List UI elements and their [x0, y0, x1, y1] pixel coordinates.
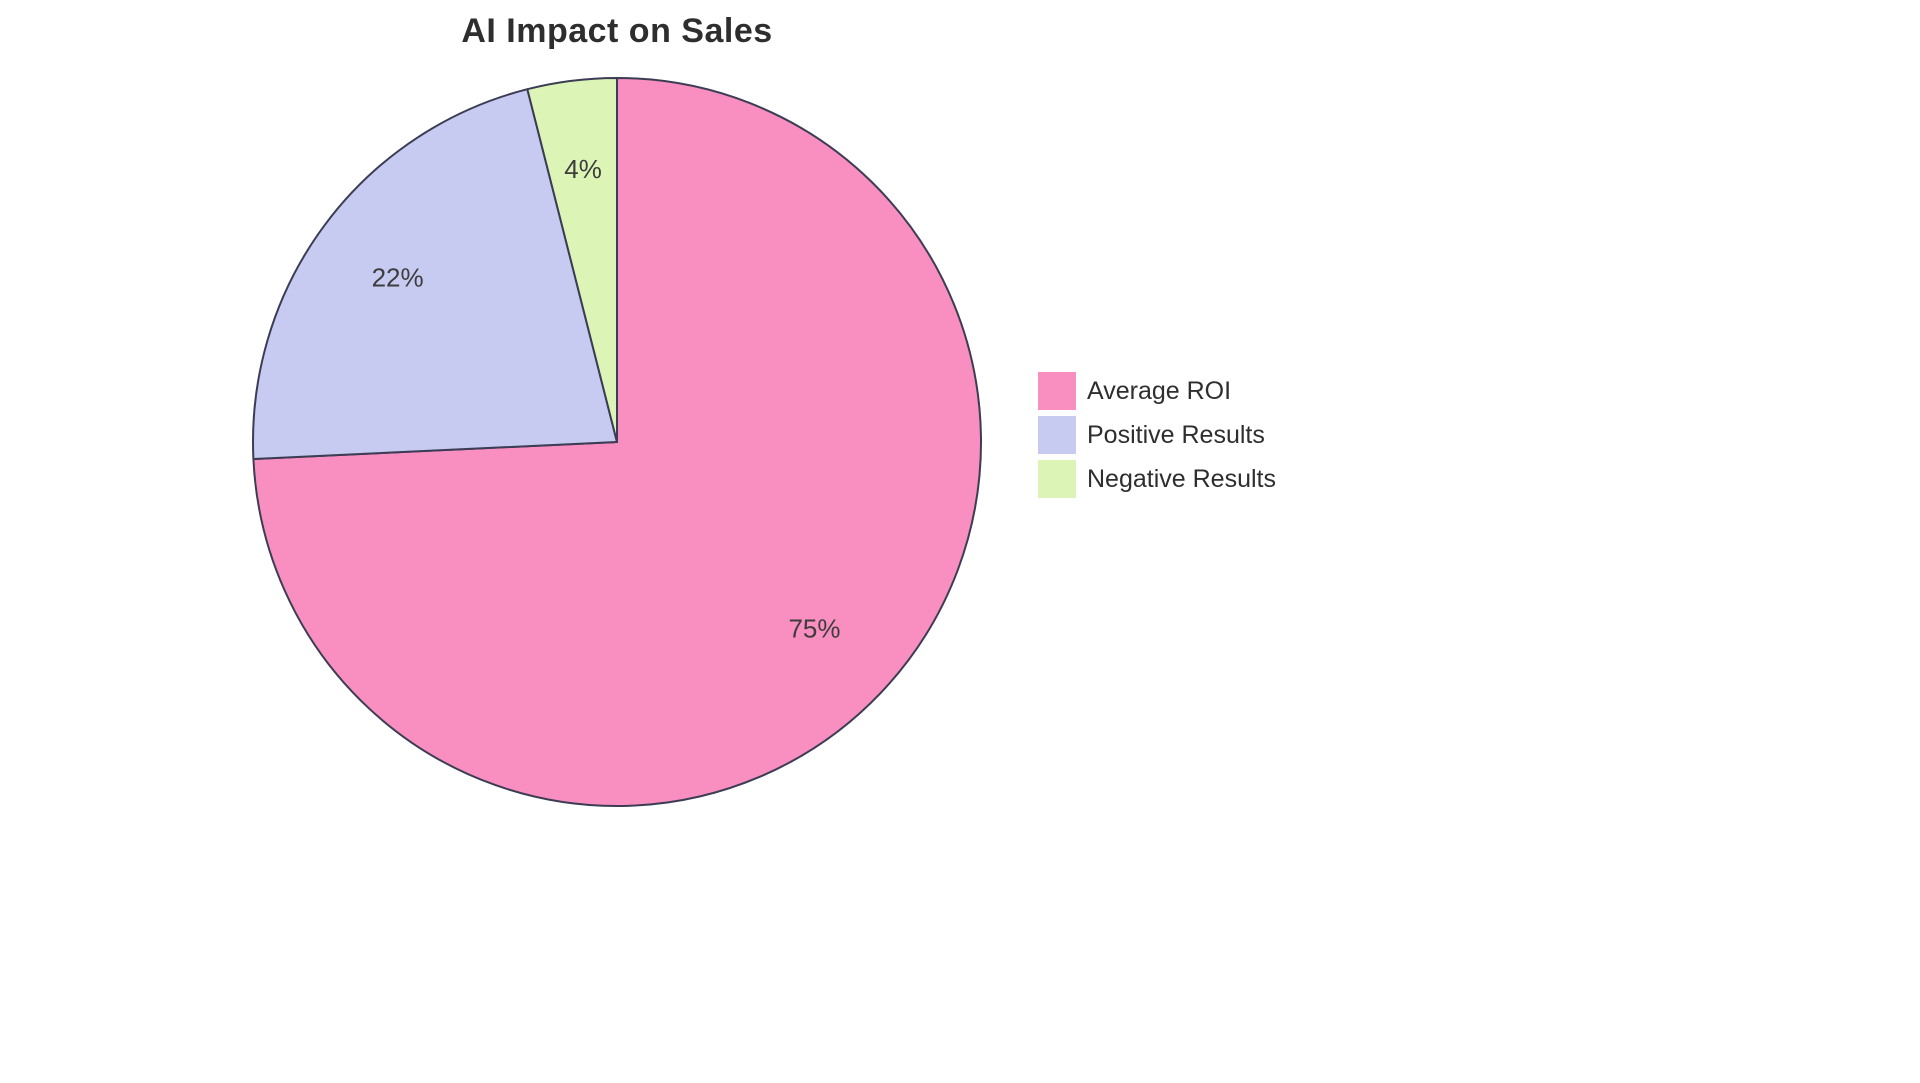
legend-label: Positive Results: [1087, 420, 1265, 449]
slice-label: 4%: [564, 154, 602, 184]
slice-label: 22%: [372, 262, 424, 292]
slice-label: 75%: [788, 613, 840, 643]
legend-item: Negative Results: [1038, 460, 1276, 498]
legend-swatch: [1038, 460, 1076, 498]
legend-label: Negative Results: [1087, 464, 1276, 493]
legend: Average ROI Positive Results Negative Resu…: [1038, 372, 1276, 498]
legend-item: Average ROI: [1038, 372, 1276, 410]
chart-title: AI Impact on Sales: [461, 12, 773, 50]
pie-slice: [526, 77, 618, 443]
legend-item: Positive Results: [1038, 416, 1276, 454]
legend-swatch: [1038, 372, 1076, 410]
legend-label: Average ROI: [1087, 376, 1232, 405]
legend-swatch: [1038, 416, 1076, 454]
pie-slice: [252, 88, 618, 460]
